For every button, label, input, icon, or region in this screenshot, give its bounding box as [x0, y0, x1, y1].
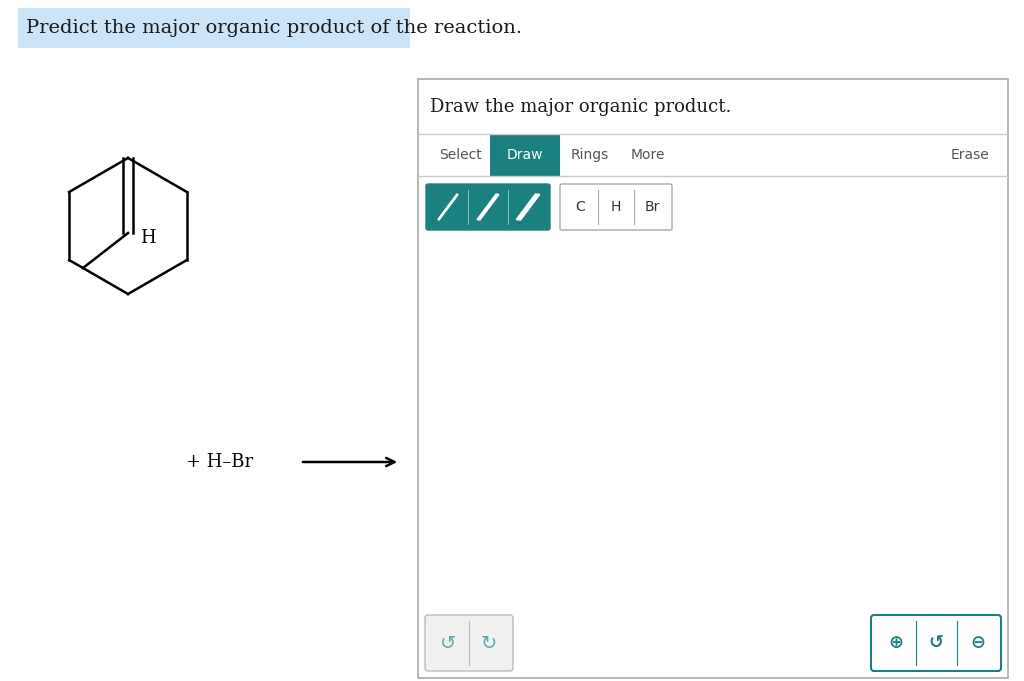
- Text: Erase: Erase: [950, 148, 989, 162]
- Text: Br: Br: [644, 200, 659, 214]
- FancyBboxPatch shape: [425, 615, 513, 671]
- Bar: [418, 79, 1008, 678]
- Text: ⊖: ⊖: [970, 634, 985, 652]
- FancyBboxPatch shape: [871, 615, 1001, 671]
- Text: Rings: Rings: [570, 148, 609, 162]
- Text: ↺: ↺: [929, 634, 944, 652]
- Text: More: More: [630, 148, 665, 162]
- FancyBboxPatch shape: [560, 184, 672, 230]
- Bar: [18, 8, 410, 48]
- Text: + H–Br: + H–Br: [186, 453, 254, 471]
- Text: ↺: ↺: [440, 633, 456, 652]
- Text: ⊕: ⊕: [888, 634, 903, 652]
- Text: Select: Select: [438, 148, 481, 162]
- Text: H: H: [610, 200, 622, 214]
- Text: Draw: Draw: [507, 148, 544, 162]
- Text: C: C: [575, 200, 585, 214]
- Text: H: H: [140, 229, 156, 247]
- Text: ↻: ↻: [481, 633, 498, 652]
- FancyBboxPatch shape: [426, 184, 550, 230]
- Text: Draw the major organic product.: Draw the major organic product.: [430, 98, 731, 116]
- Bar: [490, 134, 560, 176]
- Text: Predict the major organic product of the reaction.: Predict the major organic product of the…: [26, 19, 522, 37]
